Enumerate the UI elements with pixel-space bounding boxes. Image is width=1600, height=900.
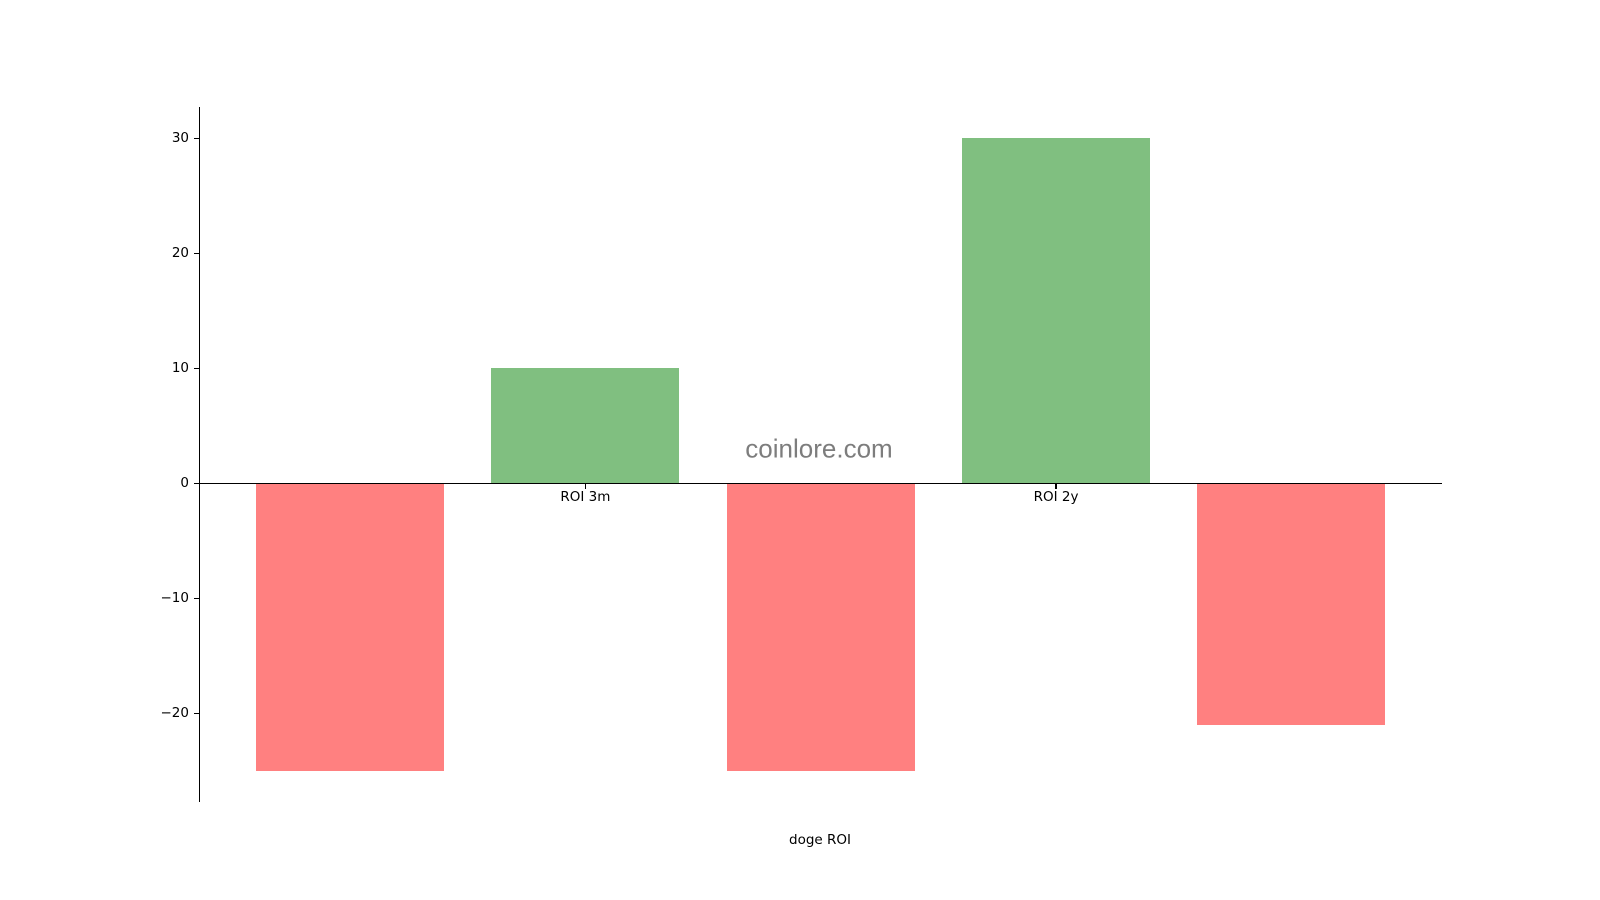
y-tick-label: 0 [180, 475, 189, 492]
x-tick-mark [1055, 483, 1057, 490]
y-tick-mark [193, 482, 200, 484]
y-tick-label: 10 [171, 360, 189, 377]
x-tick-label: ROI 3m [560, 488, 611, 505]
bar-roi-2y [961, 138, 1151, 484]
x-tick-mark [584, 483, 587, 490]
bar-unlabeled-2 [726, 483, 915, 771]
y-tick-label: 20 [171, 245, 189, 262]
y-axis-line [198, 106, 201, 803]
y-tick-mark [193, 597, 200, 599]
x-axis-line [198, 482, 1442, 485]
bar-unlabeled-4 [1197, 483, 1386, 725]
watermark-text: coinlore.com [745, 433, 893, 464]
y-tick-mark [193, 137, 200, 139]
y-tick-label: −20 [160, 705, 190, 722]
bar-roi-3m [491, 368, 680, 484]
y-tick-label: 30 [171, 130, 189, 147]
y-tick-mark [193, 367, 200, 369]
x-tick-label: ROI 2y [1033, 488, 1079, 505]
y-tick-mark [193, 712, 200, 714]
x-axis-title: doge ROI [789, 832, 851, 848]
y-tick-label: −10 [160, 590, 190, 607]
y-tick-mark [193, 252, 200, 254]
bar-unlabeled-0 [256, 483, 445, 771]
